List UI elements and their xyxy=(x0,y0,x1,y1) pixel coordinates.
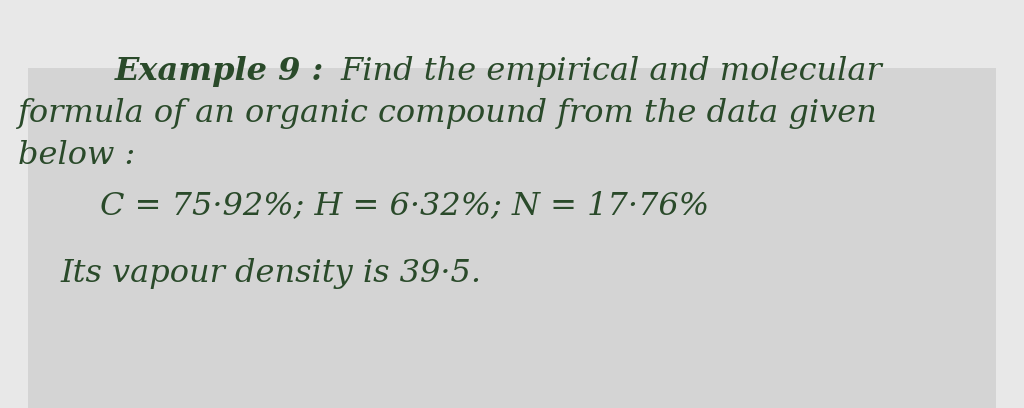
Text: C = 75·92%; H = 6·32%; N = 17·76%: C = 75·92%; H = 6·32%; N = 17·76% xyxy=(100,190,710,221)
Text: Example 9 :: Example 9 : xyxy=(115,56,336,87)
Text: Find the empirical and molecular: Find the empirical and molecular xyxy=(340,56,882,87)
Text: Its vapour density is 39·5.: Its vapour density is 39·5. xyxy=(60,258,481,289)
Bar xyxy=(28,68,996,408)
Text: below :: below : xyxy=(18,140,135,171)
Text: formula of an organic compound from the data given: formula of an organic compound from the … xyxy=(18,98,878,129)
